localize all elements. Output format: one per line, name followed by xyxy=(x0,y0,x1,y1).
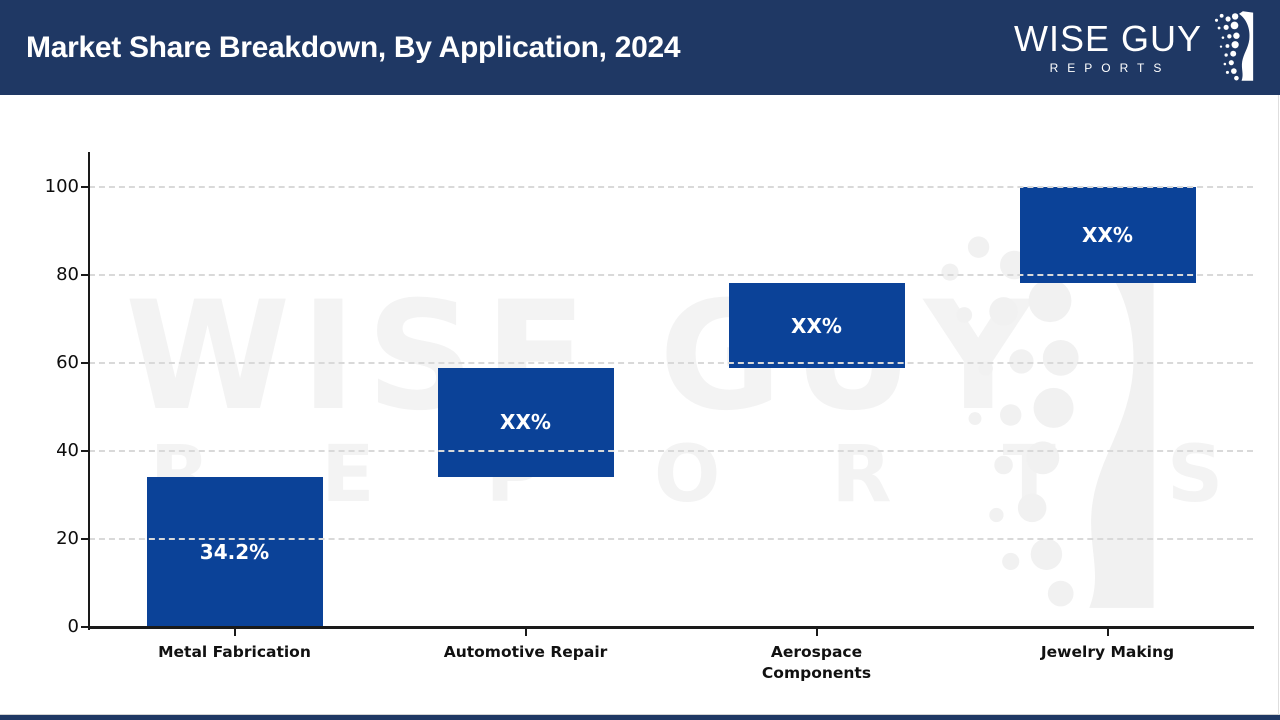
x-category-label: Jewelry Making xyxy=(1040,643,1175,661)
logo-reports-label: REPORTS xyxy=(1049,60,1171,75)
logo-wordmark: WISE GUY xyxy=(1013,17,1202,59)
x-category-label: Metal Fabrication xyxy=(158,643,311,661)
bar xyxy=(1019,187,1196,283)
head-dots-icon xyxy=(1214,10,1254,81)
x-category-label: Aerospace Components xyxy=(761,643,872,682)
bar xyxy=(437,368,614,477)
bar-label: XX% xyxy=(500,410,551,435)
page-title: Market Share Breakdown, By Application, … xyxy=(26,30,681,64)
bar-label: XX% xyxy=(791,313,842,338)
bottom-hairline xyxy=(0,714,1280,715)
y-tick-label: 100 xyxy=(44,176,79,197)
y-tick-mark xyxy=(81,362,88,364)
bar-label: 34.2% xyxy=(199,539,270,564)
y-tick-mark xyxy=(81,450,88,452)
gridline-60 xyxy=(89,362,1253,364)
x-tick-mark xyxy=(1106,629,1109,636)
x-tick-mark xyxy=(524,629,527,636)
header: Market Share Breakdown, By Application, … xyxy=(0,0,1280,95)
logo-text: WISE GUY REPORTS xyxy=(1013,17,1202,75)
gridline-80 xyxy=(89,274,1253,276)
bar xyxy=(728,282,905,369)
right-edge-line xyxy=(1278,95,1279,715)
y-tick-label: 40 xyxy=(56,440,79,461)
bar xyxy=(146,476,323,627)
y-tick-label: 20 xyxy=(56,528,79,549)
gridline-20 xyxy=(89,538,1253,540)
y-tick-label: 80 xyxy=(56,264,79,285)
x-category-label: Automotive Repair xyxy=(443,643,608,661)
y-tick-label: 60 xyxy=(56,352,79,373)
x-axis xyxy=(88,626,1254,629)
y-tick-mark xyxy=(81,274,88,276)
bar-label: XX% xyxy=(1082,222,1133,247)
y-tick-mark xyxy=(81,538,88,540)
y-tick-mark xyxy=(81,186,88,188)
y-axis xyxy=(88,152,90,630)
y-tick-label: 0 xyxy=(67,616,79,637)
y-tick-mark xyxy=(81,626,88,628)
x-tick-mark xyxy=(233,629,236,636)
gridline-40 xyxy=(89,450,1253,452)
footer-bar xyxy=(0,715,1280,720)
gridline-100 xyxy=(89,186,1253,188)
logo: WISE GUY REPORTS xyxy=(1013,10,1254,82)
x-tick-mark xyxy=(815,629,818,636)
